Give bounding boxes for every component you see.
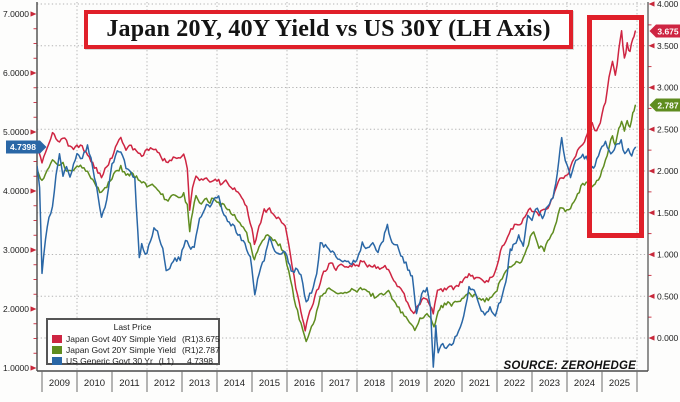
x-axis-year-label: 2015 bbox=[259, 378, 280, 389]
legend-swatch-jp40y bbox=[52, 334, 62, 343]
axis-ticks bbox=[30, 1, 655, 371]
x-axis-year-label: 2020 bbox=[434, 378, 455, 389]
x-axis-year-label: 2023 bbox=[539, 378, 560, 389]
series-line-us30y bbox=[37, 136, 637, 368]
source-credit: SOURCE: ZEROHEDGE bbox=[503, 360, 636, 372]
last-price-badges: 4.7398 3.675 2.787 bbox=[6, 24, 680, 154]
jp40y-price-badge: 3.675 bbox=[649, 24, 680, 38]
series-line-jp40y bbox=[37, 30, 637, 332]
jp20y-price-badge: 2.787 bbox=[649, 98, 680, 112]
legend-item-value: 4.7398 bbox=[187, 355, 213, 366]
x-axis-year-label: 2013 bbox=[189, 378, 210, 389]
legend-item-label: US Generic Govt 30 Yr bbox=[66, 355, 153, 366]
right-axis-tick-label: 4.000 bbox=[657, 0, 679, 9]
legend-item-value: 3.675 bbox=[198, 333, 220, 344]
legend-rows: Japan Govt 40Y Simple Yield (R1) 3.675 Japa… bbox=[52, 333, 220, 366]
series-lines bbox=[37, 30, 637, 368]
us30y-price-label: 4.7398 bbox=[10, 142, 36, 152]
us30y-price-badge: 4.7398 bbox=[6, 140, 47, 154]
right-axis-tick-label: 0.000 bbox=[657, 333, 679, 343]
legend-item-axis-tag: (R1) bbox=[181, 344, 199, 355]
left-axis-tick-label: 6.0000 bbox=[3, 68, 29, 78]
legend-swatch-us30y bbox=[52, 356, 62, 365]
x-axis-year-label: 2009 bbox=[49, 378, 70, 389]
left-axis-tick-label: 7.0000 bbox=[3, 9, 29, 19]
legend-item: US Generic Govt 30 Yr (L1) 4.7398 bbox=[52, 355, 213, 366]
right-axis-tick-label: 1.000 bbox=[657, 250, 679, 260]
legend-item-label: Japan Govt 20Y Simple Yield bbox=[66, 344, 176, 355]
right-axis-tick-label: 2.000 bbox=[657, 166, 679, 176]
chart-title-box: Japan 20Y, 40Y Yield vs US 30Y (LH Axis) bbox=[84, 10, 573, 49]
left-axis-tick-label: 4.0000 bbox=[3, 186, 29, 196]
series-line-jp20y bbox=[37, 104, 637, 343]
left-axis-tick-label: 2.0000 bbox=[3, 304, 29, 314]
chart-title: Japan 20Y, 40Y Yield vs US 30Y (LH Axis) bbox=[106, 16, 551, 42]
axis-lines bbox=[36, 2, 649, 392]
x-axis-year-label: 2014 bbox=[224, 378, 245, 389]
right-axis-tick-label: 2.500 bbox=[657, 124, 679, 134]
right-axis-tick-label: 3.000 bbox=[657, 83, 679, 93]
x-axis-year-label: 2024 bbox=[574, 378, 595, 389]
legend-item: Japan Govt 40Y Simple Yield (R1) 3.675 bbox=[52, 333, 220, 344]
legend-item-axis-tag: (R1) bbox=[181, 333, 199, 344]
legend-swatch-jp20y bbox=[52, 345, 62, 354]
x-axis-year-label: 2017 bbox=[329, 378, 350, 389]
x-axis-year-label: 2010 bbox=[84, 378, 105, 389]
legend-item-label: Japan Govt 40Y Simple Yield bbox=[66, 333, 176, 344]
legend-title: Last Price bbox=[113, 322, 152, 332]
x-axis-year-label: 2021 bbox=[469, 378, 490, 389]
x-axis-year-label: 2025 bbox=[609, 378, 630, 389]
highlight-rectangle bbox=[587, 15, 644, 238]
legend-item-value: 2.787 bbox=[198, 344, 220, 355]
right-axis-tick-label: 1.500 bbox=[657, 208, 679, 218]
left-axis-tick-label: 5.0000 bbox=[3, 127, 29, 137]
x-axis-year-label: 2011 bbox=[119, 378, 139, 389]
axis-labels: 7.0000 6.0000 5.0000 4.0000 3.0000 2.0000 1.00… bbox=[3, 0, 679, 389]
x-axis-year-label: 2012 bbox=[154, 378, 175, 389]
left-axis-tick-label: 3.0000 bbox=[3, 245, 29, 255]
legend: Last Price Japan Govt 40Y Simple Yield (R… bbox=[46, 318, 220, 366]
legend-item-axis-tag: (L1) bbox=[158, 355, 174, 366]
x-axis-year-label: 2022 bbox=[504, 378, 525, 389]
jp40y-price-label: 3.675 bbox=[657, 27, 679, 37]
right-axis-tick-label: 3.500 bbox=[657, 41, 679, 51]
jp20y-price-label: 2.787 bbox=[657, 101, 679, 111]
right-axis-tick-label: 0.500 bbox=[657, 291, 679, 301]
x-axis-year-label: 2019 bbox=[399, 378, 420, 389]
x-axis-year-label: 2016 bbox=[294, 378, 315, 389]
left-axis-tick-label: 1.0000 bbox=[3, 363, 29, 373]
legend-item: Japan Govt 20Y Simple Yield (R1) 2.787 bbox=[52, 344, 220, 355]
x-axis-year-label: 2018 bbox=[364, 378, 385, 389]
